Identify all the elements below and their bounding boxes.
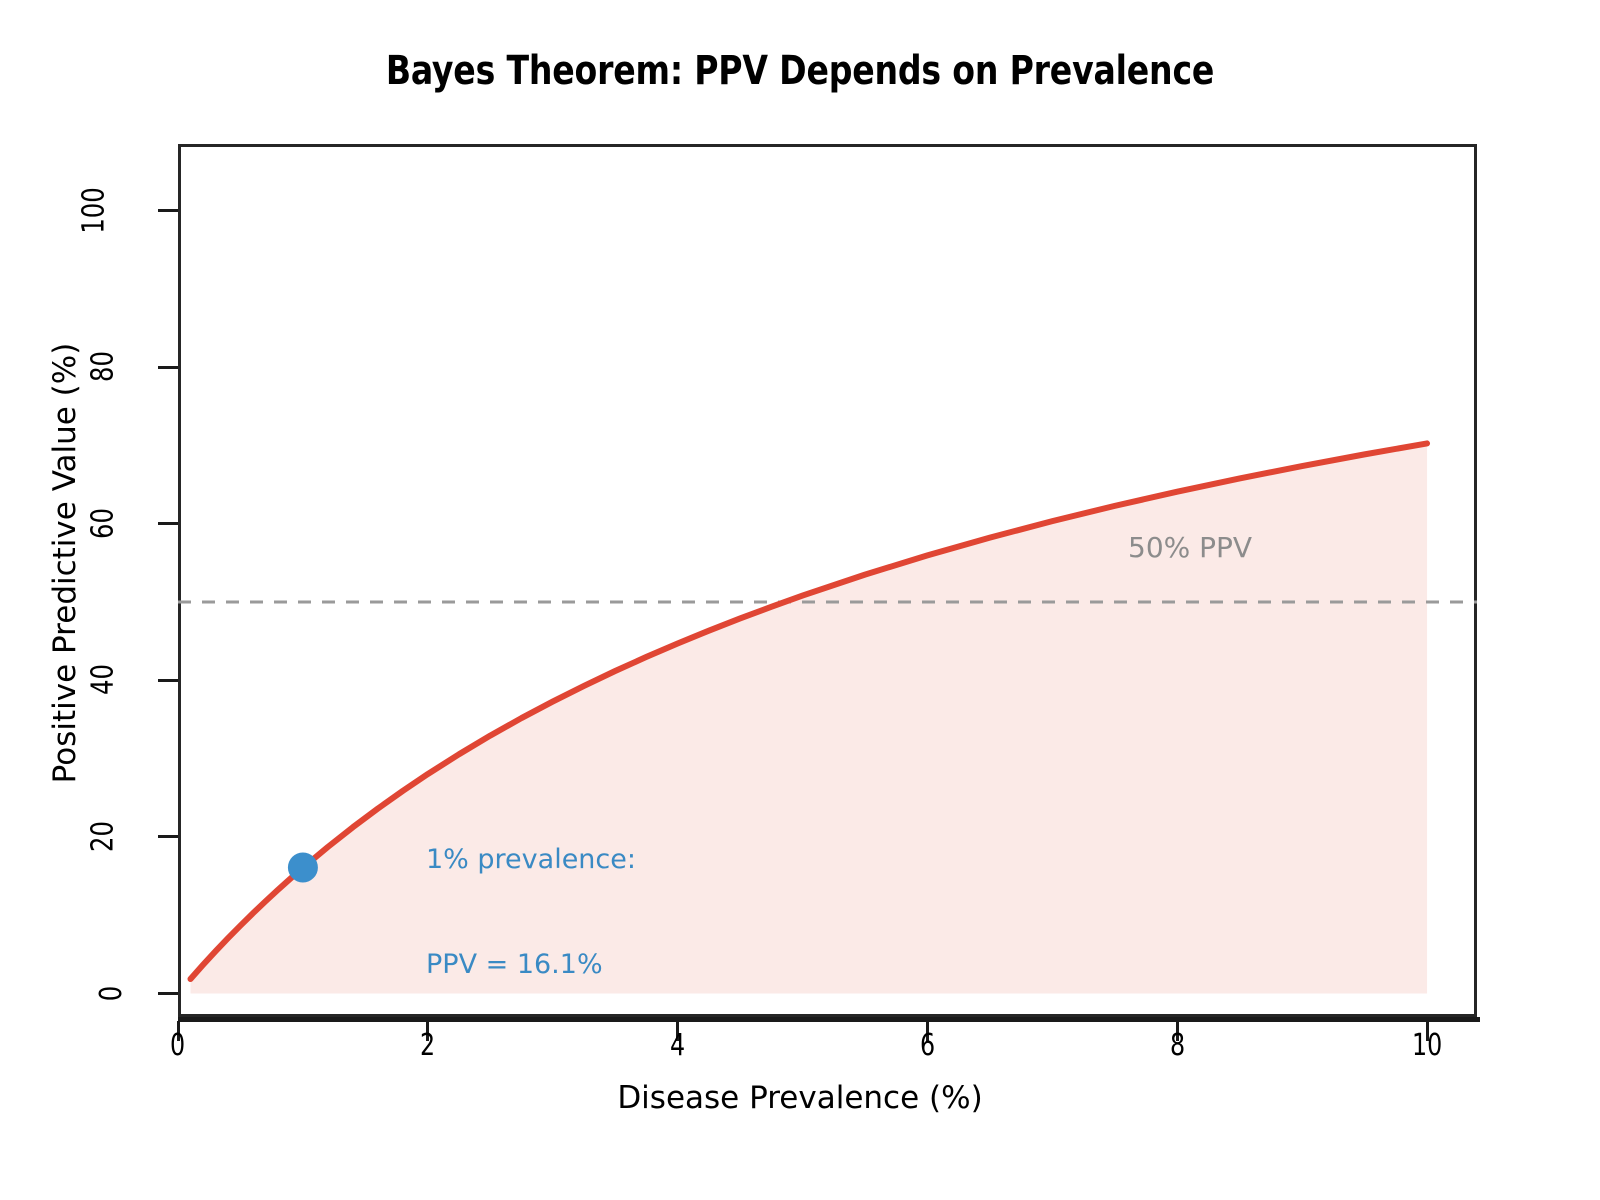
x-tick-label: 10: [1411, 1028, 1443, 1063]
y-axis-title: Positive Predictive Value (%): [47, 342, 83, 784]
chart-title: Bayes Theorem: PPV Depends on Prevalence: [385, 48, 1215, 94]
y-tick-mark: [158, 835, 178, 839]
x-tick-label: 4: [670, 1028, 686, 1063]
x-tick-mark: [426, 1021, 430, 1041]
x-axis-title: Disease Prevalence (%): [617, 1080, 983, 1116]
plot-canvas: [178, 440, 1477, 994]
x-tick-label: 8: [1169, 1028, 1185, 1063]
y-tick-label: 20: [85, 820, 121, 852]
plot-frame: [178, 144, 1477, 1017]
highlight-point-annotation: 1% prevalence: PPV = 16.1%: [426, 772, 636, 1053]
area-fill-group: [190, 443, 1428, 994]
x-tick-label: 2: [420, 1028, 436, 1063]
x-tick-label: 0: [170, 1028, 186, 1063]
x-tick-mark: [676, 1021, 680, 1041]
x-tick-mark: [1175, 1021, 1179, 1041]
highlight-point-marker: [287, 852, 318, 883]
x-tick-label: 6: [919, 1028, 935, 1063]
y-tick-mark: [158, 678, 178, 682]
curve-group: [187, 440, 1431, 982]
ppv-curve: [187, 440, 1431, 982]
y-tick-mark: [158, 365, 178, 369]
annotation-line-2: PPV = 16.1%: [426, 949, 603, 981]
x-tick-mark: [925, 1021, 929, 1041]
y-tick-mark: [158, 522, 178, 526]
x-tick-mark: [176, 1021, 180, 1041]
area-fill: [190, 443, 1428, 994]
x-axis-line: [178, 1017, 1480, 1022]
highlight-point-group: [287, 852, 318, 883]
annotation-line-1: 1% prevalence:: [426, 844, 636, 876]
y-tick-label: 0: [93, 985, 129, 1001]
y-tick-mark: [158, 992, 178, 995]
y-tick-label: 100: [76, 186, 112, 234]
y-tick-mark: [158, 209, 178, 213]
x-tick-mark: [1425, 1021, 1429, 1041]
reference-line-label: 50% PPV: [1128, 531, 1253, 564]
